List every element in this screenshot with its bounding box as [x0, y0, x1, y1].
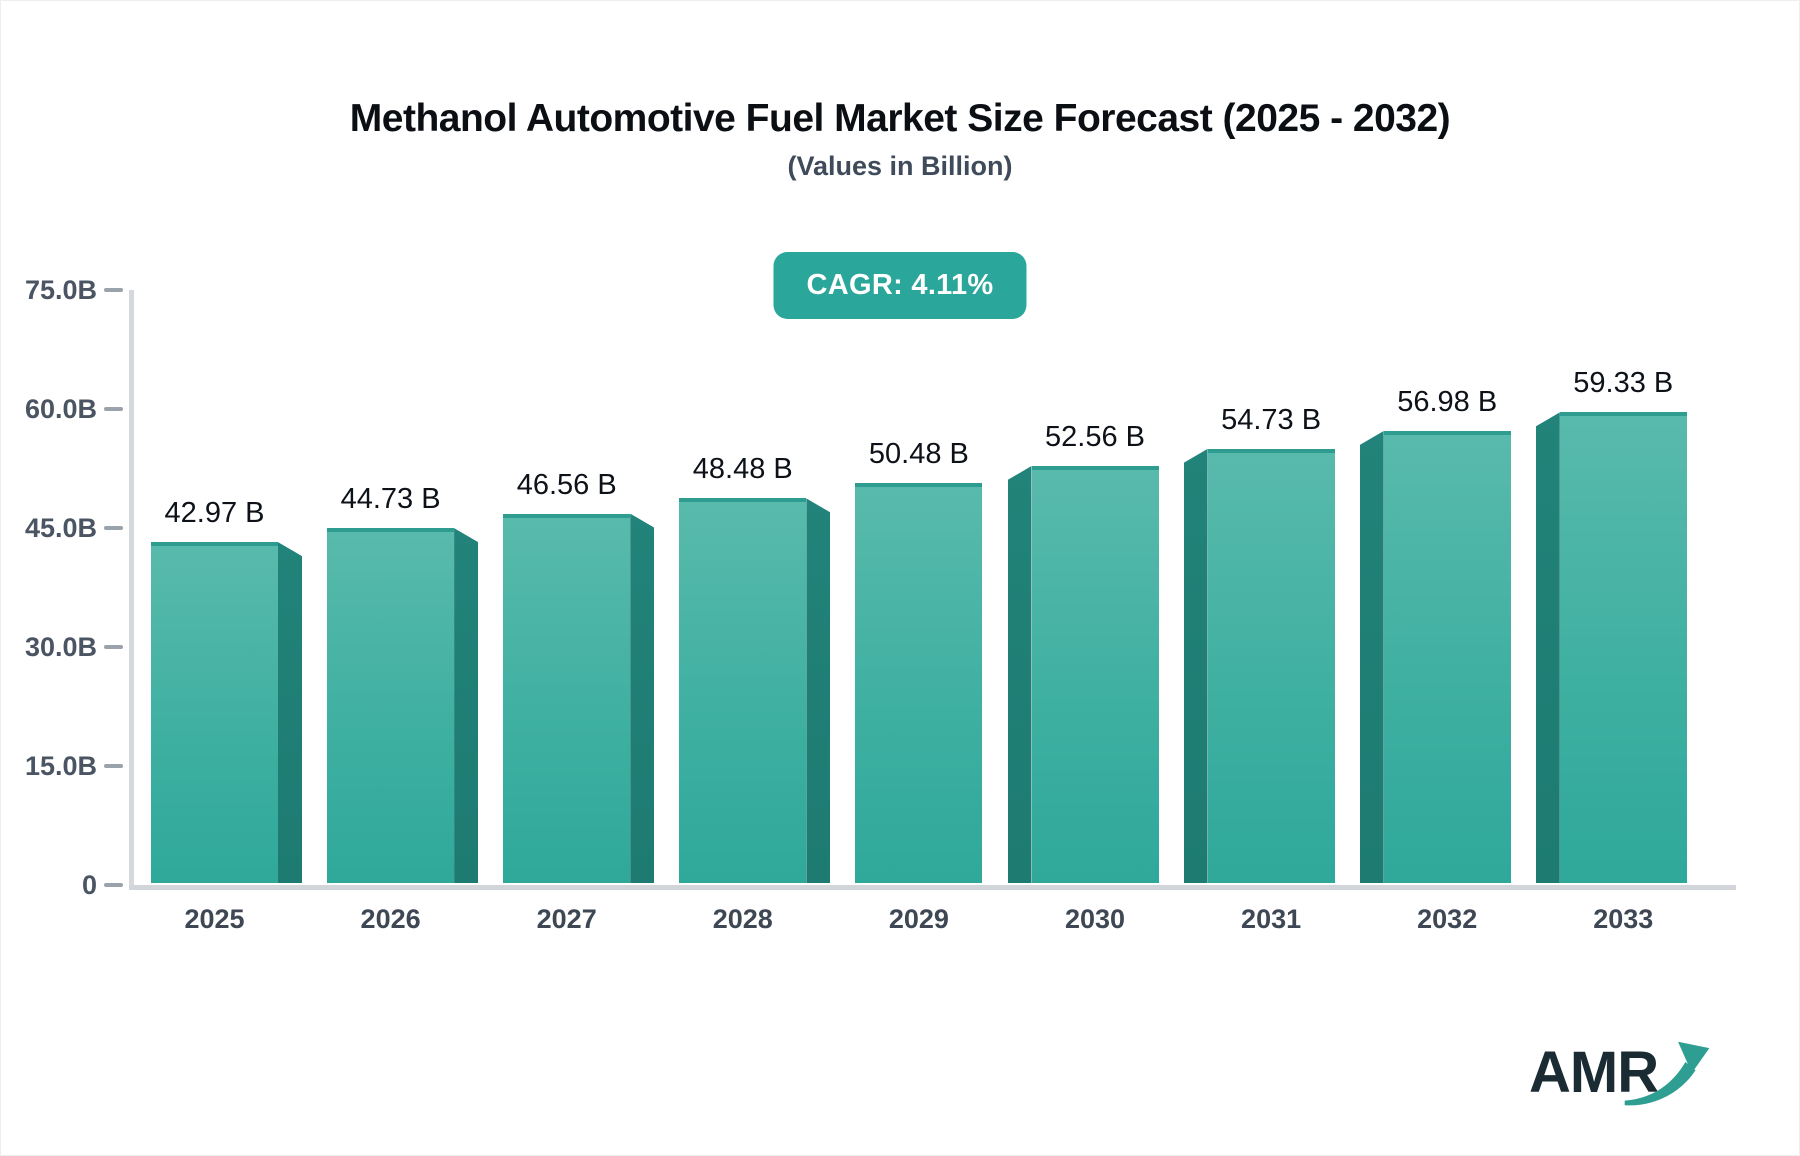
bar-side-face	[1007, 466, 1032, 883]
y-tick-dash	[104, 526, 123, 530]
chart-title: Methanol Automotive Fuel Market Size For…	[349, 97, 1451, 140]
x-tick-label: 2027	[536, 904, 597, 934]
bar-value-label: 56.98 B	[1397, 385, 1498, 418]
bar-front	[151, 542, 278, 883]
y-tick-label: 60.0B	[24, 394, 97, 424]
bar-side-face	[630, 513, 655, 883]
amr-logo-text: AMR	[1529, 1040, 1659, 1105]
y-tick-label: 0	[81, 870, 97, 900]
bar-front	[855, 482, 983, 883]
y-tick-label: 45.0B	[24, 513, 97, 543]
bar-group: 50.48 B	[855, 438, 983, 883]
bar-value-label: 46.56 B	[516, 468, 617, 501]
bar-side-face	[278, 542, 302, 883]
x-tick-label: 2028	[712, 904, 773, 934]
bar-group: 52.56 B	[1007, 421, 1159, 883]
bar-value-label: 54.73 B	[1221, 403, 1322, 436]
bar-value-label: 42.97 B	[164, 497, 265, 530]
bar-front	[1559, 412, 1687, 883]
x-tick-label: 2026	[360, 904, 421, 934]
bar-group: 56.98 B	[1359, 386, 1511, 883]
y-tick-dash	[104, 883, 123, 887]
y-axis-line	[129, 290, 134, 889]
x-tick-label: 2029	[888, 904, 949, 934]
bar-side-face	[1535, 412, 1560, 883]
x-tick-label: 2030	[1064, 904, 1126, 934]
amr-logo: AMR	[1529, 1033, 1729, 1123]
bar-value-label: 50.48 B	[868, 437, 969, 470]
bar-value-label: 52.56 B	[1045, 421, 1145, 454]
cagr-badge: CAGR: 4.11%	[773, 252, 1027, 319]
bar-side-face	[1359, 430, 1384, 883]
bar-group: 54.73 B	[1183, 404, 1335, 883]
bar-value-label: 48.48 B	[692, 453, 793, 486]
bar-front	[1031, 466, 1159, 883]
y-tick-label: 30.0B	[24, 632, 97, 662]
bar-side-face	[806, 498, 831, 883]
y-tick-dash	[104, 407, 123, 411]
x-tick-label: 2025	[184, 904, 245, 934]
bar-group: 48.48 B	[679, 453, 831, 883]
bar-group: 42.97 B	[151, 497, 302, 883]
trend-up-arrow-icon	[1624, 1041, 1710, 1106]
y-tick-dash	[104, 288, 123, 292]
y-tick-dash	[104, 764, 123, 768]
bar-front	[503, 513, 631, 883]
bar-side-face	[1183, 448, 1208, 883]
bar-front	[1207, 448, 1335, 883]
x-axis-line	[129, 885, 1736, 890]
x-tick-label: 2031	[1241, 904, 1302, 934]
bar-group: 59.33 B	[1535, 367, 1687, 883]
y-tick-label: 15.0B	[24, 751, 97, 781]
bar-front	[679, 498, 807, 883]
bar-group: 44.73 B	[327, 483, 479, 883]
bar-side-face	[454, 528, 479, 883]
chart-subtitle: (Values in Billion)	[787, 151, 1013, 181]
bar-value-label: 59.33 B	[1573, 367, 1674, 400]
y-tick-label: 75.0B	[24, 275, 97, 305]
bar-group: 46.56 B	[503, 469, 655, 883]
x-tick-label: 2032	[1417, 904, 1478, 934]
bar-front	[327, 528, 455, 883]
bar-front	[1383, 430, 1511, 883]
bar-value-label: 44.73 B	[340, 483, 441, 516]
x-tick-label: 2033	[1593, 904, 1654, 934]
y-tick-dash	[104, 645, 123, 649]
